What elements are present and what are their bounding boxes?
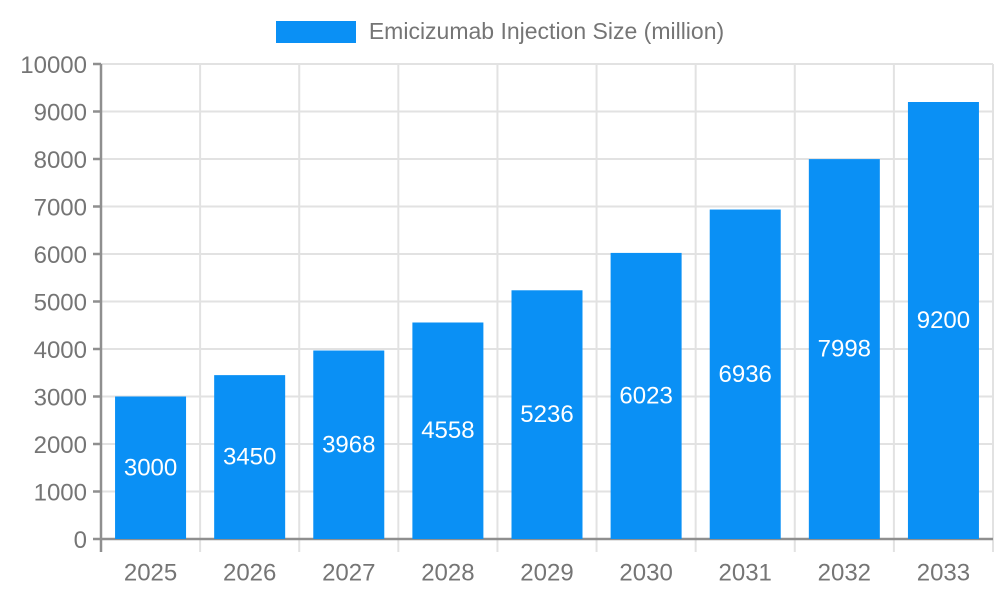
y-tick-label: 10000 (20, 52, 87, 79)
bar-2025[interactable] (115, 396, 187, 540)
y-tick-label: 5000 (34, 290, 87, 317)
bar-2031[interactable] (709, 209, 781, 540)
bar-value-label: 3968 (322, 431, 375, 458)
y-tick-label: 6000 (34, 242, 87, 269)
legend-swatch (275, 20, 356, 43)
bar-value-label: 6936 (719, 361, 772, 388)
bar-value-label: 6023 (619, 382, 672, 409)
legend-label: Emicizumab Injection Size (million) (368, 18, 725, 44)
x-tick-label: 2027 (322, 560, 375, 587)
bar-2030[interactable] (610, 252, 682, 539)
bar-2032[interactable] (808, 159, 880, 539)
bar-value-label: 7998 (818, 336, 871, 363)
y-tick-label: 1000 (34, 480, 87, 507)
bar-value-label: 3450 (223, 444, 276, 471)
bar-2028[interactable] (412, 322, 484, 539)
x-tick-label: 2026 (223, 560, 276, 587)
bar-2033[interactable] (907, 102, 979, 539)
y-tick-label: 2000 (34, 432, 87, 459)
x-tick-label: 2031 (719, 560, 772, 587)
x-tick-label: 2029 (520, 560, 573, 587)
bar-value-label: 9200 (917, 307, 970, 334)
y-tick-label: 8000 (34, 147, 87, 174)
bar-value-label: 5236 (520, 401, 573, 428)
x-tick-label: 2025 (124, 560, 177, 587)
bar-2029[interactable] (511, 290, 583, 539)
bar-value-label: 4558 (421, 417, 474, 444)
bar-value-label: 3000 (124, 454, 177, 481)
x-tick-label: 2030 (619, 560, 672, 587)
y-tick-label: 0 (74, 527, 87, 554)
bar-2027[interactable] (313, 350, 385, 539)
bar-2026[interactable] (214, 375, 286, 539)
x-tick-label: 2032 (818, 560, 871, 587)
legend-item[interactable]: Emicizumab Injection Size (million) (0, 18, 1000, 45)
x-tick-label: 2033 (917, 560, 970, 587)
y-tick-label: 4000 (34, 337, 87, 364)
x-tick-label: 2028 (421, 560, 474, 587)
y-tick-label: 3000 (34, 385, 87, 412)
y-tick-label: 9000 (34, 100, 87, 127)
y-tick-label: 7000 (34, 195, 87, 222)
